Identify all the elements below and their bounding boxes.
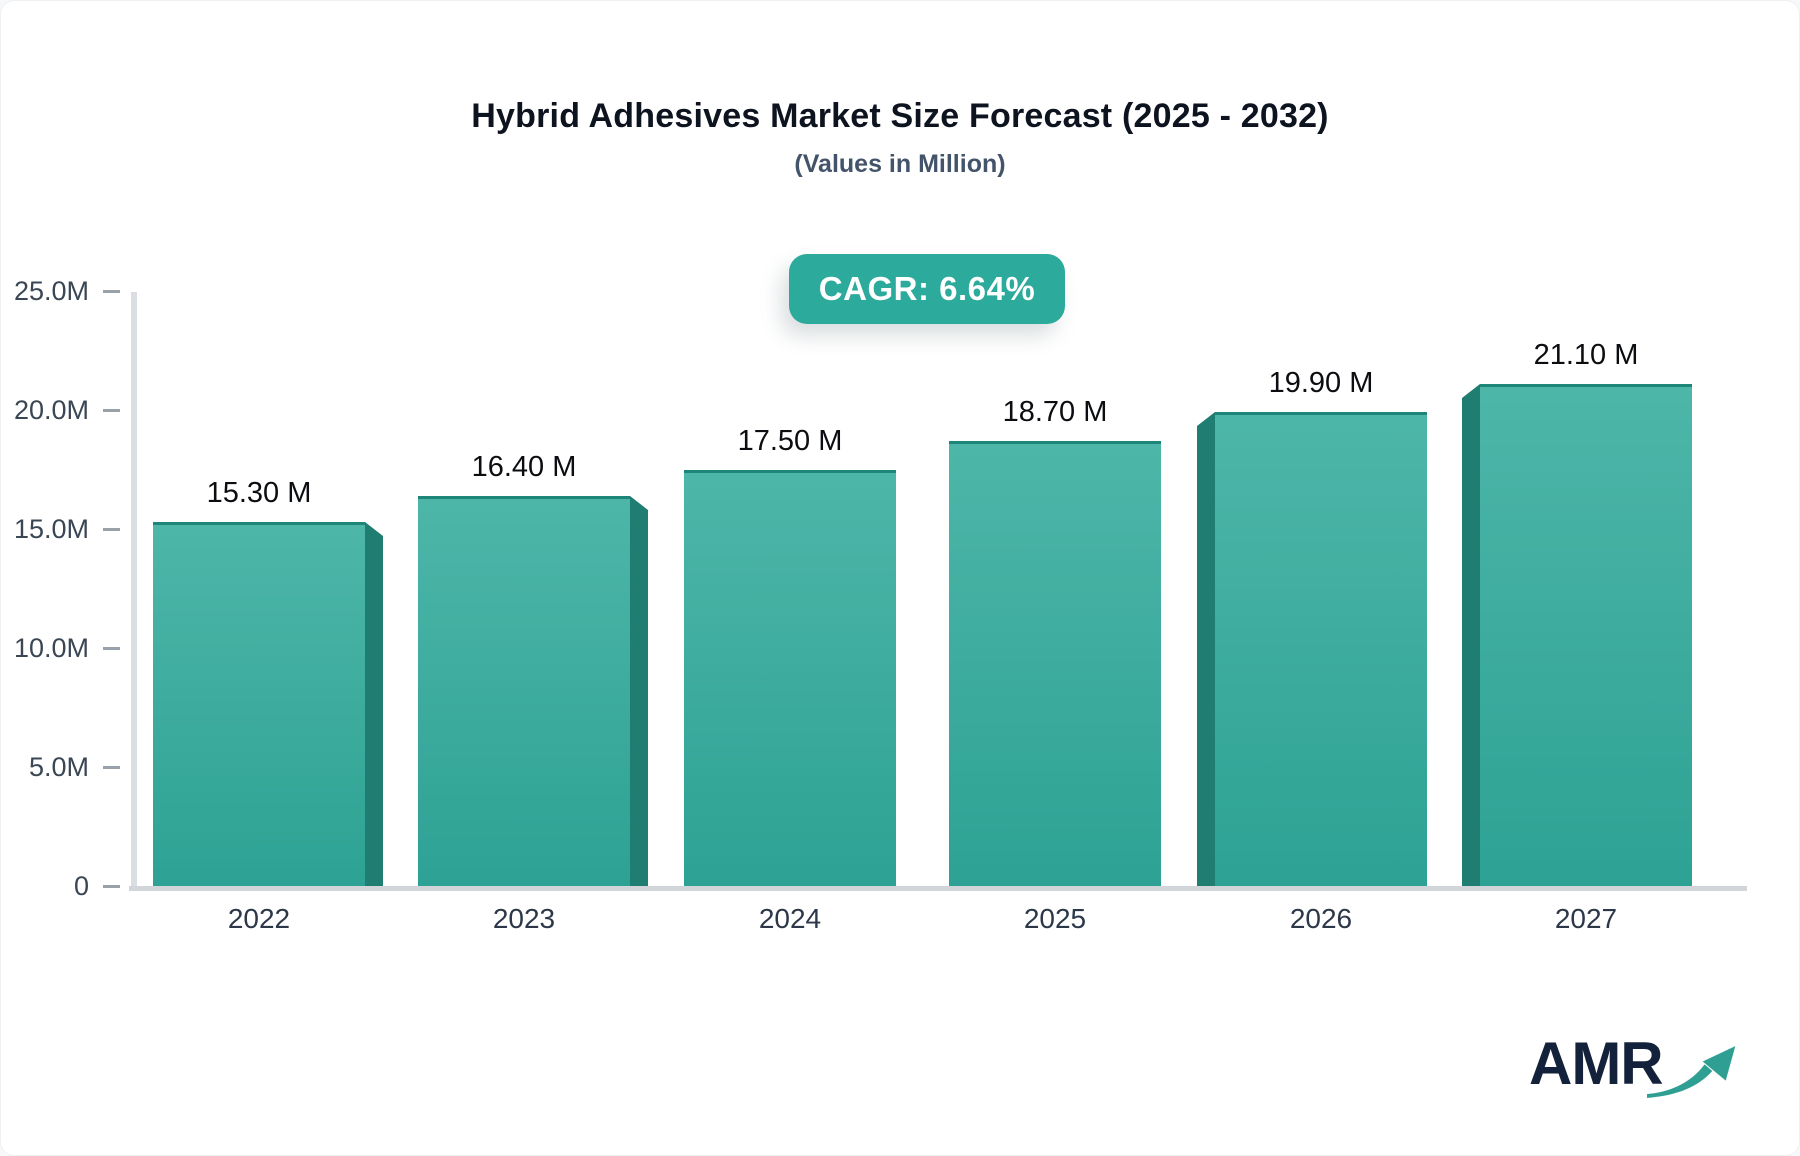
- logo-text: AMR: [1529, 1030, 1664, 1097]
- bar-face: [153, 522, 365, 886]
- logo-arrow-icon: [1647, 1046, 1736, 1098]
- x-tick-label: 2027: [1554, 903, 1618, 934]
- y-axis-line: [131, 292, 137, 891]
- y-tick-label: 15.0M: [13, 514, 89, 544]
- bar-value-label: 18.70 M: [1002, 396, 1108, 428]
- bar-value-label: 16.40 M: [471, 451, 577, 483]
- cagr-badge: CAGR: 6.64%: [789, 254, 1065, 324]
- bar-value-label: 19.90 M: [1268, 367, 1374, 399]
- bar-side-3d: [365, 522, 383, 886]
- x-tick-label: 2022: [227, 903, 291, 934]
- bar-side-3d: [1462, 384, 1480, 886]
- bar-face: [1480, 384, 1692, 886]
- y-tick-label: 10.0M: [13, 633, 89, 663]
- y-tick-label: 0: [73, 871, 89, 901]
- bar-face: [1215, 412, 1427, 886]
- y-tick-label: 5.0M: [28, 752, 89, 782]
- bar-face: [949, 441, 1161, 886]
- chart-subtitle: (Values in Million): [794, 150, 1006, 178]
- y-tick-mark: [103, 647, 120, 650]
- x-tick-label: 2024: [758, 903, 822, 934]
- brand-logo: AMR: [1529, 1030, 1736, 1113]
- bar-value-label: 17.50 M: [737, 425, 843, 457]
- y-tick-mark: [103, 885, 120, 888]
- y-tick-label: 25.0M: [13, 276, 89, 306]
- x-axis-baseline: [129, 886, 1747, 891]
- bar-side-3d: [630, 496, 648, 886]
- bar-value-label: 15.30 M: [206, 477, 312, 509]
- y-tick-mark: [103, 528, 120, 531]
- y-tick-mark: [103, 766, 120, 769]
- y-tick-mark: [103, 290, 120, 293]
- y-tick-mark: [103, 409, 120, 412]
- chart-title: Hybrid Adhesives Market Size Forecast (2…: [471, 97, 1329, 135]
- y-tick-label: 20.0M: [13, 395, 89, 425]
- bar-face: [418, 496, 630, 886]
- bar-value-label: 21.10 M: [1533, 339, 1639, 371]
- bar-face: [684, 470, 896, 886]
- x-tick-label: 2025: [1023, 903, 1087, 934]
- x-tick-label: 2023: [492, 903, 556, 934]
- x-tick-label: 2026: [1289, 903, 1353, 934]
- bar-side-3d: [1197, 412, 1215, 886]
